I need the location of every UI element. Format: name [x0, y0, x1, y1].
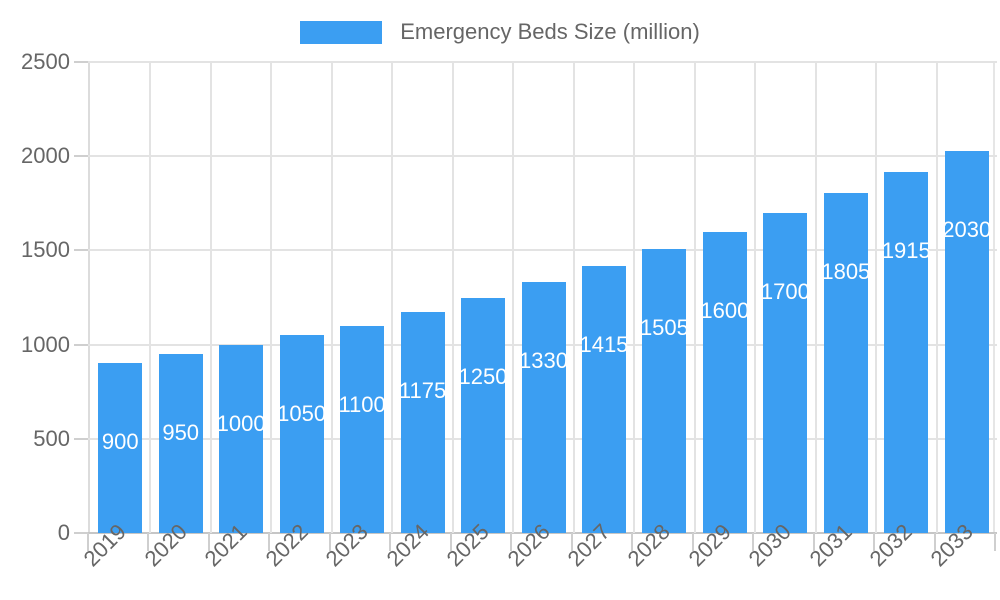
- bar[interactable]: 1915: [882, 62, 931, 533]
- x-axis-tick-mark: [812, 533, 815, 551]
- x-axis-tick-mark: [389, 533, 392, 551]
- bar[interactable]: 1175: [399, 62, 446, 533]
- gridline-vertical: [330, 62, 333, 533]
- gridline-vertical: [209, 62, 212, 533]
- gridline-horizontal: [88, 249, 997, 252]
- x-axis-tick-mark: [631, 533, 634, 551]
- x-axis-tick-mark: [873, 533, 876, 551]
- y-axis-tick-mark: [74, 155, 88, 158]
- y-axis-tick-mark: [74, 61, 88, 63]
- gridline-vertical: [935, 62, 938, 533]
- bar-rect: [884, 172, 929, 533]
- y-axis-tick-mark: [74, 437, 88, 440]
- gridline-vertical: [391, 62, 394, 533]
- legend-item-emergency-beds-size[interactable]: Emergency Beds Size (million): [300, 19, 700, 44]
- bar-rect: [521, 282, 566, 533]
- gridline-vertical: [270, 62, 273, 533]
- x-axis-tick-mark: [328, 533, 331, 551]
- bar-rect: [944, 150, 989, 533]
- x-axis-tick-mark: [268, 533, 271, 551]
- bar-rect: [400, 311, 445, 533]
- bar-rect: [461, 297, 506, 533]
- gridline-horizontal: [88, 61, 997, 63]
- gridline-vertical: [149, 62, 152, 533]
- x-axis-tick-mark: [87, 533, 89, 551]
- gridline-vertical: [633, 62, 636, 533]
- bar-rect: [823, 192, 868, 533]
- bar-rect: [219, 344, 264, 533]
- x-axis-tick-mark: [147, 533, 150, 551]
- bar[interactable]: 1505: [640, 62, 689, 533]
- bar-series-emergency-beds-size: 900 950 1000 1050 1100 1175 1250 1330 1415 1505 16…: [90, 62, 997, 533]
- x-axis: 2019 2020 2021 2022 2023 2024 2025 2026 2027 2028…: [79, 519, 996, 600]
- x-axis-tick-mark: [449, 533, 452, 551]
- gridline-vertical: [512, 62, 515, 533]
- bar-rect: [763, 212, 808, 533]
- bar-rect: [279, 335, 324, 533]
- bar-rect: [98, 363, 143, 533]
- legend-item-label: Emergency Beds Size (million): [400, 19, 700, 44]
- gridline-vertical: [754, 62, 757, 533]
- bar[interactable]: 1050: [277, 62, 326, 533]
- bar[interactable]: 1700: [761, 62, 810, 533]
- y-axis-tick-label: 0: [57, 520, 70, 545]
- bar[interactable]: 1250: [459, 62, 508, 533]
- bar[interactable]: 1000: [217, 62, 266, 533]
- y-axis-tick-mark: [74, 343, 88, 346]
- y-axis-tick-label: 500: [33, 425, 70, 451]
- plot-area: 900 950 1000 1050 1100 1175 1250 1330 1415 1505 16…: [88, 61, 997, 534]
- x-axis-tick-mark: [570, 533, 573, 551]
- bar-rect: [581, 266, 626, 533]
- y-axis-tick-mark: [74, 532, 88, 534]
- bar[interactable]: 1415: [579, 62, 628, 533]
- chart-legend: Emergency Beds Size (million): [0, 14, 1000, 50]
- x-axis-tick-mark: [691, 533, 694, 551]
- y-axis-tick-mark: [74, 249, 88, 252]
- x-axis-tick-mark: [207, 533, 210, 551]
- x-axis-tick-mark: [752, 533, 755, 551]
- bar-rect: [340, 325, 385, 533]
- y-axis-tick-label: 1500: [21, 237, 70, 263]
- legend-color-swatch-icon: [300, 20, 383, 44]
- bar[interactable]: 1805: [821, 62, 870, 533]
- bar[interactable]: 2030: [942, 62, 991, 533]
- bar-rect: [158, 354, 203, 533]
- gridline-horizontal: [88, 155, 997, 158]
- bar[interactable]: 900: [98, 62, 143, 533]
- y-axis: 0 500 1000 1500 2000 2500: [0, 51, 88, 544]
- x-axis-tick-mark: [510, 533, 513, 551]
- bar[interactable]: 1600: [700, 62, 749, 533]
- y-axis-tick-label: 1000: [21, 331, 70, 357]
- bar-rect: [702, 231, 747, 533]
- gridline-vertical: [875, 62, 878, 533]
- gridline-vertical: [693, 62, 696, 533]
- x-axis-tick-mark: [994, 533, 996, 551]
- y-axis-tick-label: 2000: [21, 143, 70, 169]
- bar[interactable]: 1100: [338, 62, 386, 533]
- bar-rect: [642, 249, 687, 533]
- gridline-vertical: [814, 62, 817, 533]
- x-axis-tick-mark: [933, 533, 936, 551]
- gridline-vertical: [572, 62, 575, 533]
- gridline-vertical: [451, 62, 454, 533]
- bar[interactable]: 950: [158, 62, 203, 533]
- y-axis-tick-label: 2500: [21, 49, 70, 74]
- gridline-horizontal: [88, 532, 997, 534]
- bar[interactable]: 1330: [519, 62, 568, 533]
